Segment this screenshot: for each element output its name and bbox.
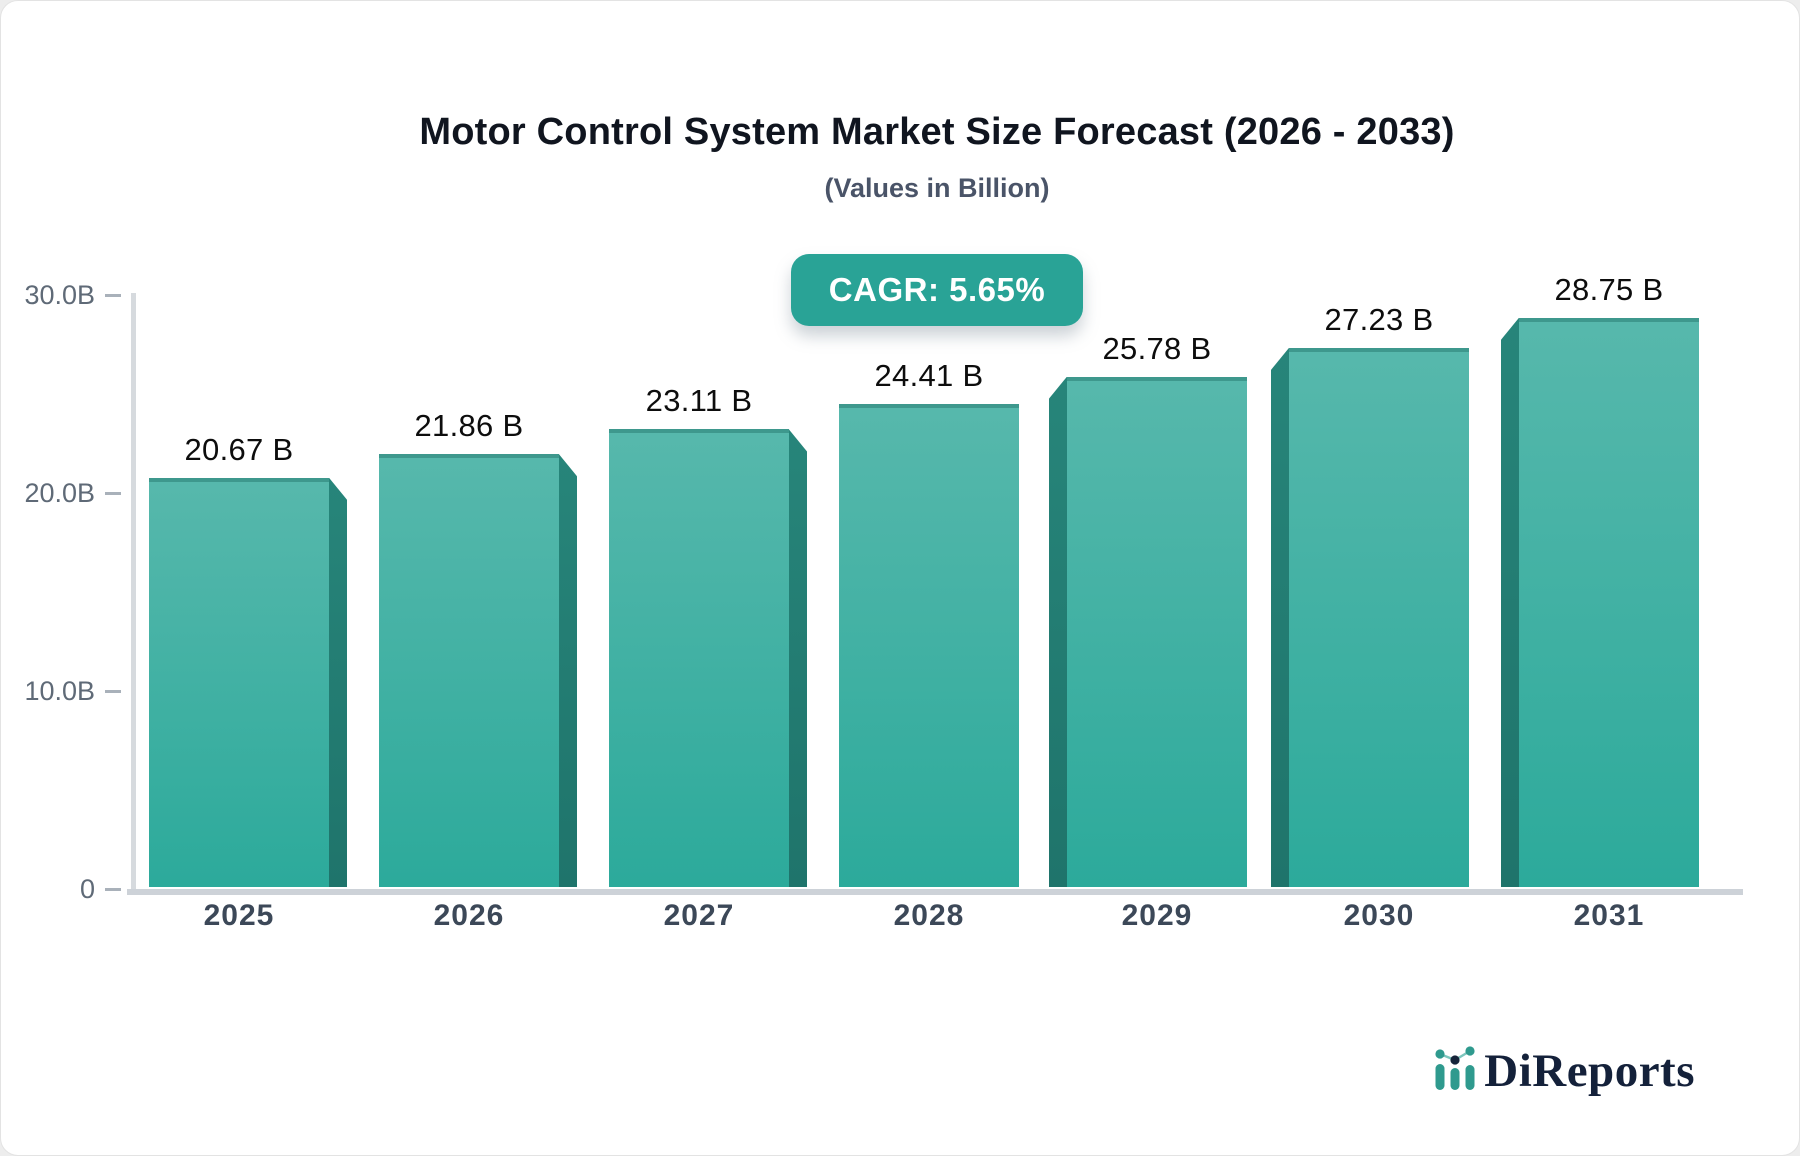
y-axis-tick-mark <box>105 492 121 495</box>
chart-title: Motor Control System Market Size Forecas… <box>419 111 1455 153</box>
cagr-badge: CAGR: 5.65% <box>790 254 1084 326</box>
x-axis-category-label: 2029 <box>1121 899 1193 932</box>
y-axis-tick-label: 20.0B <box>24 478 95 508</box>
y-axis-tick-mark <box>105 690 121 693</box>
bar-value-label: 23.11 B <box>645 383 753 419</box>
bar-chart-logo-icon <box>1435 1046 1475 1090</box>
x-axis-category-label: 2028 <box>893 899 965 932</box>
bar-2025 <box>149 477 347 887</box>
bar-side-face <box>559 454 577 887</box>
bar-side-face <box>1049 376 1067 887</box>
bar-side-face <box>1501 317 1519 887</box>
bar-face <box>149 477 329 887</box>
bar-side-face <box>789 429 807 887</box>
bar-2031 <box>1501 317 1699 887</box>
x-axis-category-label: 2026 <box>433 899 505 932</box>
bar-2030 <box>1271 347 1469 887</box>
chart-subtitle: (Values in Billion) <box>824 173 1050 203</box>
x-axis-baseline <box>127 889 1743 895</box>
bar-face <box>379 454 559 887</box>
y-axis-line <box>131 293 136 889</box>
cagr-badge-wrapper: CAGR: 5.65% <box>132 254 1742 326</box>
x-axis-category-label: 2031 <box>1573 899 1645 932</box>
bar-face <box>839 403 1019 887</box>
bar-2028 <box>839 403 1019 887</box>
bar-face <box>1289 347 1469 887</box>
x-axis-category-label: 2030 <box>1343 899 1415 932</box>
x-axis-category-label: 2025 <box>203 899 275 932</box>
bar-value-label: 28.75 B <box>1554 271 1664 307</box>
bar-face <box>609 429 789 887</box>
bar-value-label: 25.78 B <box>1102 330 1212 366</box>
logo-text: DiReports <box>1484 1045 1695 1097</box>
bar-side-face <box>329 477 347 887</box>
direports-logo: DiReports <box>1434 1043 1695 1097</box>
bar-value-label: 27.23 B <box>1324 301 1434 337</box>
bar-value-label: 21.86 B <box>414 408 524 444</box>
bar-value-label: 24.41 B <box>874 357 984 393</box>
y-axis-tick-mark <box>105 294 121 297</box>
y-axis-tick-mark <box>105 888 121 891</box>
bar-face <box>1067 376 1247 887</box>
bar-2029 <box>1049 376 1247 887</box>
bar-side-face <box>1271 347 1289 887</box>
bar-value-label: 20.67 B <box>184 431 294 467</box>
y-axis-tick-label: 30.0B <box>24 280 95 310</box>
bar-2027 <box>609 429 807 887</box>
y-axis-tick-label: 10.0B <box>24 676 95 706</box>
x-axis-category-label: 2027 <box>663 899 735 932</box>
bar-2026 <box>379 454 577 887</box>
y-axis-tick-label: 0 <box>79 874 95 904</box>
bar-face <box>1519 317 1699 887</box>
